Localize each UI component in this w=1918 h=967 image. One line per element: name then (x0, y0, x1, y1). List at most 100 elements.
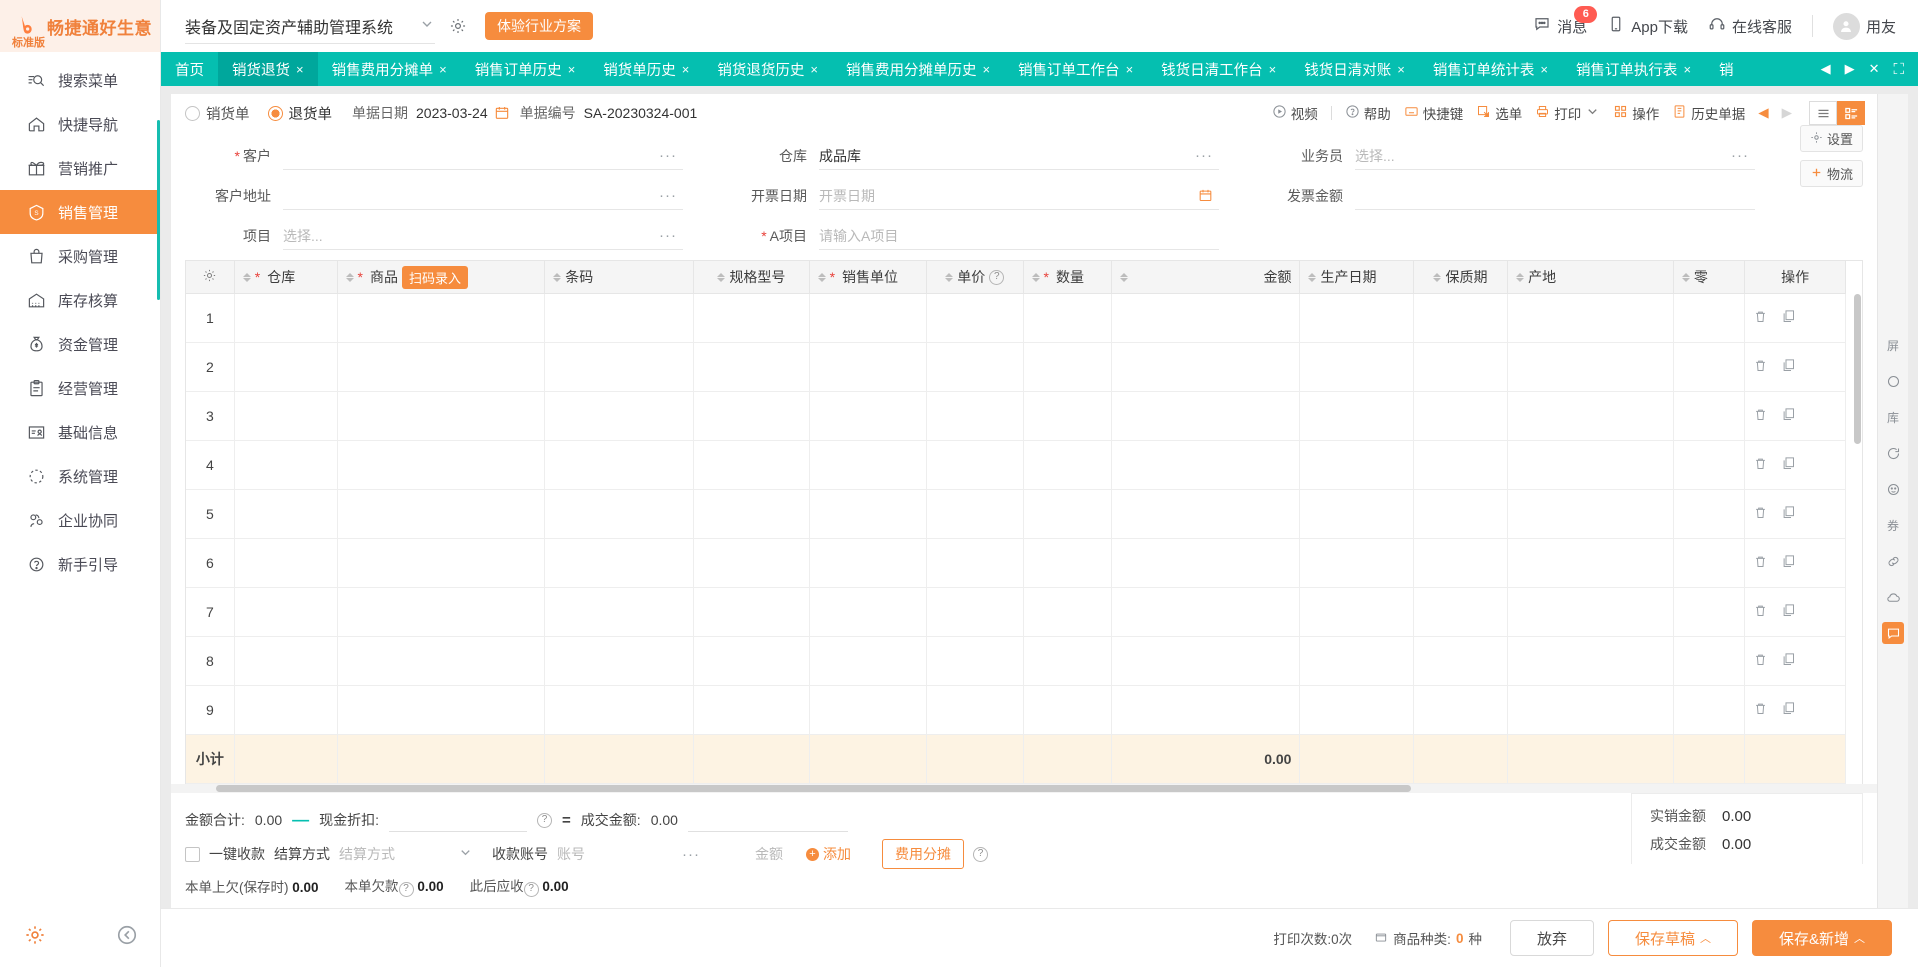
cell-qty[interactable] (1023, 538, 1112, 588)
cell-amount[interactable] (1111, 489, 1301, 539)
cell-product[interactable] (337, 440, 546, 490)
cell-amount[interactable] (1111, 587, 1301, 637)
cell-amount[interactable] (1111, 342, 1301, 392)
copy-icon[interactable] (1781, 603, 1796, 621)
cell-spec[interactable] (693, 293, 810, 343)
cell-origin[interactable] (1507, 489, 1674, 539)
video-button[interactable]: 视频 (1272, 103, 1318, 123)
close-icon[interactable]: × (296, 61, 304, 77)
cell-barcode[interactable] (544, 587, 695, 637)
cell-product[interactable] (337, 489, 546, 539)
circle-icon[interactable] (1882, 370, 1904, 392)
cell-amount[interactable] (1111, 293, 1301, 343)
cell-spec[interactable] (693, 342, 810, 392)
question-circle-icon[interactable]: ? (537, 812, 553, 828)
th-extra[interactable]: 零 (1673, 261, 1746, 294)
sort-icon[interactable] (345, 272, 354, 282)
more-dots-icon[interactable]: ··· (659, 227, 677, 244)
cell-spec[interactable] (693, 685, 810, 735)
question-circle-icon[interactable]: ? (523, 882, 539, 897)
cell-barcode[interactable] (544, 440, 695, 490)
sort-icon[interactable] (1681, 272, 1690, 282)
cell-shelf-life[interactable] (1413, 440, 1509, 490)
tab-fee-allocation-history[interactable]: 销售费用分摊单历史 × (832, 52, 1004, 86)
sidebar-item-collaboration[interactable]: 企业协同 (0, 498, 160, 542)
account-input[interactable]: 账号 (557, 846, 585, 862)
gear-icon[interactable] (449, 17, 467, 35)
coupon-icon[interactable]: 券 (1886, 518, 1899, 533)
trash-icon[interactable] (1753, 309, 1768, 327)
cell-amount[interactable] (1111, 685, 1301, 735)
cell-prod-date[interactable] (1299, 440, 1414, 490)
copy-icon[interactable] (1781, 407, 1796, 425)
th-warehouse[interactable]: * 仓库 (234, 261, 338, 294)
more-dots-icon[interactable]: ··· (682, 845, 700, 863)
list-view-button[interactable] (1809, 101, 1837, 125)
cell-product[interactable] (337, 636, 546, 686)
deal-amount-input[interactable] (687, 809, 848, 832)
link-icon[interactable] (1882, 550, 1904, 572)
chevron-right-icon[interactable]: ▶ (1844, 61, 1855, 76)
trash-icon[interactable] (1753, 603, 1768, 621)
question-circle-icon[interactable]: ? (989, 269, 1005, 285)
shortcut-button[interactable]: 快捷键 (1404, 103, 1463, 123)
th-settings[interactable] (186, 261, 235, 294)
table-row[interactable]: 5 (186, 489, 1846, 539)
cell-shelf-life[interactable] (1413, 293, 1509, 343)
th-spec[interactable]: 规格型号 (693, 261, 810, 294)
cell-prod-date[interactable] (1299, 538, 1414, 588)
card-view-button[interactable] (1837, 101, 1865, 125)
discount-input[interactable] (389, 809, 528, 832)
th-shelf-life[interactable]: 保质期 (1413, 261, 1509, 294)
more-dots-icon[interactable]: ··· (1195, 147, 1213, 164)
copy-icon[interactable] (1781, 701, 1796, 719)
a-project-input[interactable]: 请输入A项目 (819, 223, 1219, 250)
table-vertical-scrollbar[interactable] (1854, 294, 1861, 444)
cell-prod-date[interactable] (1299, 685, 1414, 735)
cell-spec[interactable] (693, 587, 810, 637)
chevron-down-icon[interactable] (458, 845, 473, 863)
sidebar-item-marketing[interactable]: 营销推广 (0, 146, 160, 190)
sidebar-item-search-menu[interactable]: 搜索菜单 (0, 58, 160, 102)
collapse-left-icon[interactable] (116, 924, 138, 950)
copy-icon[interactable] (1781, 554, 1796, 572)
tab-sales-doc-history[interactable]: 销货单历史 × (589, 52, 703, 86)
cell-spec[interactable] (693, 391, 810, 441)
cell-warehouse[interactable] (234, 685, 338, 735)
cell-unit[interactable] (809, 342, 928, 392)
save-and-new-button[interactable]: 保存&新增 ︿ (1751, 920, 1892, 956)
cell-unit[interactable] (809, 685, 928, 735)
cell-prod-date[interactable] (1299, 489, 1414, 539)
sort-icon[interactable] (817, 272, 826, 282)
doc-date-value[interactable]: 2023-03-24 (416, 105, 488, 121)
screen-icon[interactable]: 屏 (1886, 338, 1899, 353)
cell-barcode[interactable] (544, 636, 695, 686)
cell-barcode[interactable] (544, 391, 695, 441)
cell-price[interactable] (926, 489, 1024, 539)
copy-icon[interactable] (1781, 652, 1796, 670)
settings-button[interactable]: 设置 (1799, 125, 1863, 152)
sort-icon[interactable] (1308, 272, 1317, 282)
cell-extra[interactable] (1673, 538, 1746, 588)
close-icon[interactable]: × (1397, 61, 1405, 77)
trash-icon[interactable] (1753, 652, 1768, 670)
close-icon[interactable]: × (681, 61, 690, 77)
cell-price[interactable] (926, 293, 1024, 343)
cell-qty[interactable] (1023, 440, 1112, 490)
close-icon[interactable]: × (1125, 61, 1134, 77)
cell-prod-date[interactable] (1299, 636, 1414, 686)
next-doc-icon[interactable]: ▶ (1781, 105, 1792, 120)
question-circle-icon[interactable]: ? (398, 882, 414, 897)
table-row[interactable]: 3 (186, 391, 1846, 441)
help-button[interactable]: 帮助 (1345, 103, 1391, 123)
more-dots-icon[interactable]: ··· (1731, 147, 1749, 164)
system-selector[interactable]: 装备及固定资产辅助管理系统 (185, 9, 435, 44)
question-circle-icon[interactable]: ? (973, 846, 988, 862)
cell-product[interactable] (337, 342, 546, 392)
table-row[interactable]: 9 (186, 685, 1846, 735)
close-icon[interactable]: × (982, 61, 991, 77)
sidebar-item-purchase[interactable]: 采购管理 (0, 234, 160, 278)
cell-prod-date[interactable] (1299, 293, 1414, 343)
cell-extra[interactable] (1673, 636, 1746, 686)
cell-amount[interactable] (1111, 538, 1301, 588)
